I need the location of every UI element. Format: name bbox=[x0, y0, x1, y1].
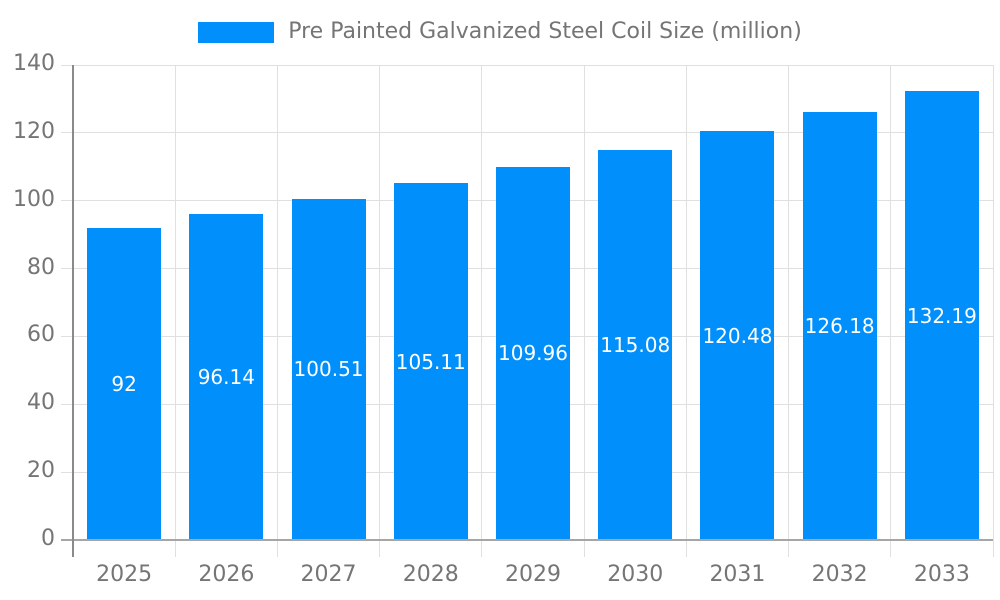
bar-value-label: 100.51 bbox=[293, 357, 364, 382]
v-gridline bbox=[685, 65, 687, 557]
bar-value-label: 115.08 bbox=[600, 332, 671, 357]
chart-legend: Pre Painted Galvanized Steel Coil Size (… bbox=[0, 20, 1000, 44]
y-axis-label: 20 bbox=[27, 458, 55, 484]
bar-2025[interactable] bbox=[87, 227, 162, 540]
x-axis-label: 2025 bbox=[96, 562, 153, 587]
x-axis-label: 2031 bbox=[709, 562, 766, 587]
x-axis-label: 2028 bbox=[402, 562, 459, 587]
bar-2032[interactable] bbox=[802, 111, 877, 540]
y-axis-label: 140 bbox=[13, 51, 55, 76]
x-axis-label: 2032 bbox=[811, 562, 868, 587]
v-gridline bbox=[379, 65, 381, 557]
y-axis-label: 120 bbox=[13, 118, 55, 144]
bar-2030[interactable] bbox=[598, 149, 673, 540]
y-axis-label: 100 bbox=[13, 186, 55, 212]
x-axis-label: 2030 bbox=[607, 562, 664, 587]
h-gridline bbox=[61, 64, 993, 66]
legend-item[interactable]: Pre Painted Galvanized Steel Coil Size (… bbox=[198, 20, 802, 44]
bar-value-label: 120.48 bbox=[702, 323, 773, 348]
h-gridline bbox=[61, 132, 993, 134]
v-gridline bbox=[890, 65, 892, 557]
v-gridline bbox=[481, 65, 483, 557]
legend-swatch bbox=[198, 21, 275, 43]
bar-2029[interactable] bbox=[496, 166, 570, 540]
y-axis-line bbox=[72, 65, 74, 557]
v-gridline bbox=[276, 65, 278, 557]
bar-value-label: 96.14 bbox=[197, 364, 255, 389]
bar-value-label: 109.96 bbox=[498, 341, 568, 366]
bar-value-label: 105.11 bbox=[395, 349, 466, 374]
bar-2027[interactable] bbox=[291, 198, 366, 540]
bar-value-label: 126.18 bbox=[804, 313, 875, 338]
x-axis-label: 2026 bbox=[198, 562, 255, 587]
bar-2026[interactable] bbox=[189, 213, 264, 540]
x-axis-label: 2033 bbox=[913, 562, 970, 587]
bar-value-label: 132.19 bbox=[906, 303, 977, 328]
bar-2028[interactable] bbox=[393, 183, 468, 540]
bar-2033[interactable] bbox=[904, 91, 979, 540]
x-axis-line bbox=[61, 539, 993, 541]
bar-value-label: 92 bbox=[111, 371, 137, 396]
v-gridline bbox=[788, 65, 790, 557]
legend-label: Pre Painted Galvanized Steel Coil Size (… bbox=[288, 19, 802, 44]
y-axis-label: 80 bbox=[27, 254, 55, 280]
v-gridline bbox=[992, 65, 994, 557]
v-gridline bbox=[583, 65, 585, 557]
y-axis-label: 40 bbox=[27, 390, 55, 416]
x-axis-label: 2027 bbox=[300, 562, 357, 587]
v-gridline bbox=[174, 65, 176, 557]
x-axis-label: 2029 bbox=[504, 562, 561, 587]
bar-2031[interactable] bbox=[700, 131, 775, 540]
y-axis-label: 0 bbox=[41, 526, 55, 551]
y-axis-label: 60 bbox=[27, 322, 55, 348]
